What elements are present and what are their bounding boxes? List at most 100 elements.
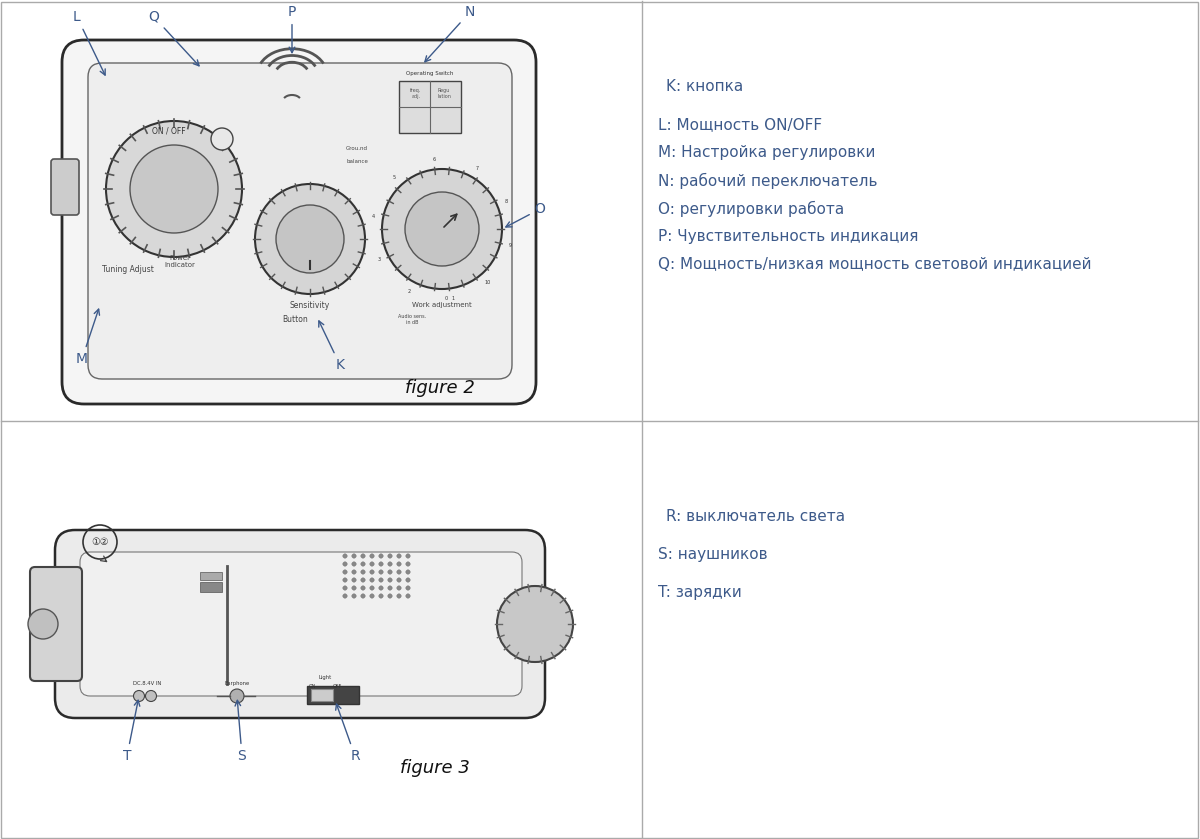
FancyBboxPatch shape bbox=[30, 567, 82, 681]
Circle shape bbox=[379, 562, 383, 566]
Text: T: T bbox=[122, 701, 139, 763]
Circle shape bbox=[379, 586, 383, 590]
Text: P: P bbox=[288, 5, 296, 53]
Circle shape bbox=[388, 570, 392, 574]
Text: 9: 9 bbox=[509, 242, 511, 248]
Text: Tuning Adjust: Tuning Adjust bbox=[102, 265, 154, 274]
Text: M: M bbox=[76, 309, 100, 366]
Circle shape bbox=[343, 562, 347, 566]
Circle shape bbox=[397, 594, 401, 598]
FancyBboxPatch shape bbox=[88, 63, 512, 379]
Circle shape bbox=[130, 145, 218, 233]
Text: 0: 0 bbox=[445, 296, 448, 301]
FancyBboxPatch shape bbox=[50, 159, 79, 215]
Circle shape bbox=[28, 609, 58, 639]
Text: R: R bbox=[336, 704, 360, 763]
Bar bbox=[200, 582, 222, 592]
Text: M: Настройка регулировки: M: Настройка регулировки bbox=[658, 145, 875, 160]
Text: DC.8.4V IN: DC.8.4V IN bbox=[133, 681, 161, 686]
Text: 6: 6 bbox=[433, 157, 436, 162]
Circle shape bbox=[352, 586, 356, 590]
Circle shape bbox=[397, 554, 401, 558]
Text: O: O bbox=[506, 202, 546, 227]
Circle shape bbox=[370, 586, 374, 590]
Text: 10: 10 bbox=[484, 280, 491, 285]
Circle shape bbox=[370, 562, 374, 566]
FancyBboxPatch shape bbox=[55, 530, 545, 718]
Circle shape bbox=[370, 570, 374, 574]
Circle shape bbox=[276, 205, 344, 273]
Text: Work adjustment: Work adjustment bbox=[412, 302, 472, 308]
Circle shape bbox=[256, 184, 365, 294]
Text: 2: 2 bbox=[408, 289, 412, 294]
Text: Earphone: Earphone bbox=[224, 681, 250, 686]
Circle shape bbox=[343, 578, 347, 582]
Circle shape bbox=[388, 594, 392, 598]
Circle shape bbox=[352, 554, 356, 558]
Text: N: рабочий переключатель: N: рабочий переключатель bbox=[658, 173, 877, 189]
Circle shape bbox=[379, 578, 383, 582]
FancyBboxPatch shape bbox=[62, 40, 536, 404]
Text: Button: Button bbox=[282, 315, 308, 324]
Bar bbox=[398, 81, 461, 133]
Circle shape bbox=[406, 192, 479, 266]
Circle shape bbox=[406, 570, 410, 574]
Circle shape bbox=[361, 586, 365, 590]
Circle shape bbox=[497, 586, 574, 662]
Text: freq.
adj.: freq. adj. bbox=[410, 88, 421, 99]
Circle shape bbox=[361, 594, 365, 598]
Circle shape bbox=[406, 586, 410, 590]
Circle shape bbox=[361, 578, 365, 582]
Text: S: наушников: S: наушников bbox=[658, 547, 768, 562]
Circle shape bbox=[145, 690, 156, 701]
Circle shape bbox=[379, 554, 383, 558]
Circle shape bbox=[379, 594, 383, 598]
Circle shape bbox=[397, 586, 401, 590]
Circle shape bbox=[406, 594, 410, 598]
Circle shape bbox=[361, 554, 365, 558]
Text: 3: 3 bbox=[378, 257, 380, 262]
Circle shape bbox=[388, 554, 392, 558]
Text: figure 2: figure 2 bbox=[406, 379, 475, 397]
Text: L: L bbox=[73, 10, 106, 76]
Text: L: Мощность ON/OFF: L: Мощность ON/OFF bbox=[658, 117, 822, 132]
Bar bbox=[307, 686, 359, 704]
Circle shape bbox=[343, 586, 347, 590]
Bar bbox=[311, 689, 334, 701]
Circle shape bbox=[106, 121, 242, 257]
Circle shape bbox=[388, 562, 392, 566]
Circle shape bbox=[343, 594, 347, 598]
Bar bbox=[200, 572, 222, 580]
Text: Regu
lation: Regu lation bbox=[437, 88, 451, 99]
Text: ①②: ①② bbox=[91, 537, 109, 547]
Text: ON: ON bbox=[310, 684, 317, 689]
Circle shape bbox=[343, 554, 347, 558]
Text: Operating Switch: Operating Switch bbox=[407, 71, 454, 76]
Text: ON / OFF: ON / OFF bbox=[152, 126, 186, 135]
Text: Q: Мощность/низкая мощность световой индикацией: Q: Мощность/низкая мощность световой инд… bbox=[658, 257, 1092, 272]
Text: P: Чувствительность индикация: P: Чувствительность индикация bbox=[658, 229, 918, 244]
Circle shape bbox=[211, 128, 233, 150]
Circle shape bbox=[379, 570, 383, 574]
Text: OFF: OFF bbox=[334, 684, 342, 689]
Circle shape bbox=[382, 169, 502, 289]
Text: Grou.nd: Grou.nd bbox=[346, 146, 368, 151]
Text: 1: 1 bbox=[451, 295, 455, 300]
Text: figure 3: figure 3 bbox=[400, 759, 470, 777]
Circle shape bbox=[370, 578, 374, 582]
Circle shape bbox=[230, 689, 244, 703]
Text: K: K bbox=[319, 320, 344, 372]
Text: O: регулировки работа: O: регулировки работа bbox=[658, 201, 845, 217]
FancyBboxPatch shape bbox=[80, 552, 522, 696]
Circle shape bbox=[397, 562, 401, 566]
Circle shape bbox=[397, 570, 401, 574]
Text: R: выключатель света: R: выключатель света bbox=[666, 509, 845, 524]
Text: N: N bbox=[425, 5, 475, 62]
Text: S: S bbox=[235, 701, 246, 763]
Circle shape bbox=[370, 594, 374, 598]
Circle shape bbox=[133, 690, 144, 701]
Circle shape bbox=[406, 578, 410, 582]
Circle shape bbox=[361, 570, 365, 574]
Circle shape bbox=[343, 570, 347, 574]
Text: Q: Q bbox=[149, 10, 199, 65]
